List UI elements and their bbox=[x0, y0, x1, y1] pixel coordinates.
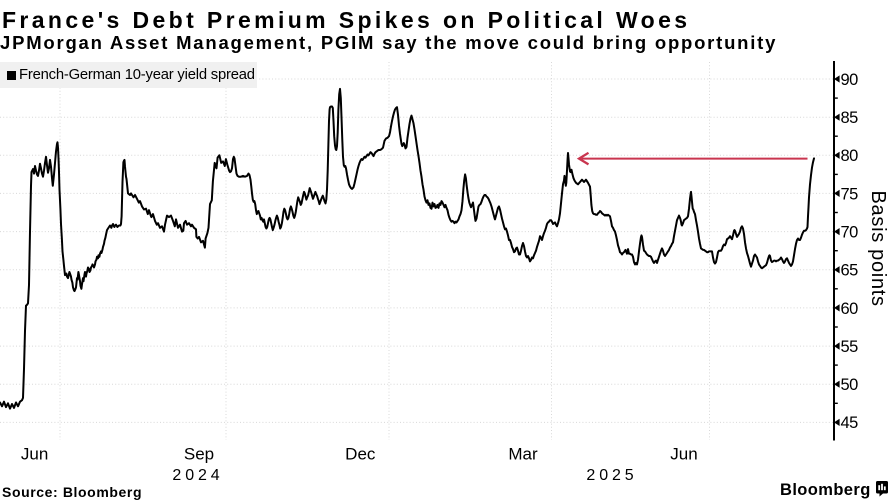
svg-text:Mar: Mar bbox=[508, 445, 538, 464]
svg-text:75: 75 bbox=[841, 185, 859, 203]
svg-text:Sep: Sep bbox=[184, 445, 214, 464]
svg-text:65: 65 bbox=[841, 262, 859, 280]
svg-text:55: 55 bbox=[841, 338, 859, 356]
svg-text:Jun: Jun bbox=[21, 445, 48, 464]
svg-text:85: 85 bbox=[841, 109, 859, 127]
svg-text:Dec: Dec bbox=[345, 445, 376, 464]
svg-text:70: 70 bbox=[841, 224, 859, 242]
svg-text:Jun: Jun bbox=[670, 445, 697, 464]
svg-text:90: 90 bbox=[841, 71, 859, 89]
svg-text:50: 50 bbox=[841, 376, 859, 394]
svg-text:2025: 2025 bbox=[586, 467, 637, 484]
svg-text:45: 45 bbox=[841, 414, 859, 432]
svg-text:2024: 2024 bbox=[172, 467, 223, 484]
svg-text:80: 80 bbox=[841, 147, 859, 165]
svg-text:60: 60 bbox=[841, 300, 859, 318]
svg-text:Basis points: Basis points bbox=[867, 191, 889, 307]
